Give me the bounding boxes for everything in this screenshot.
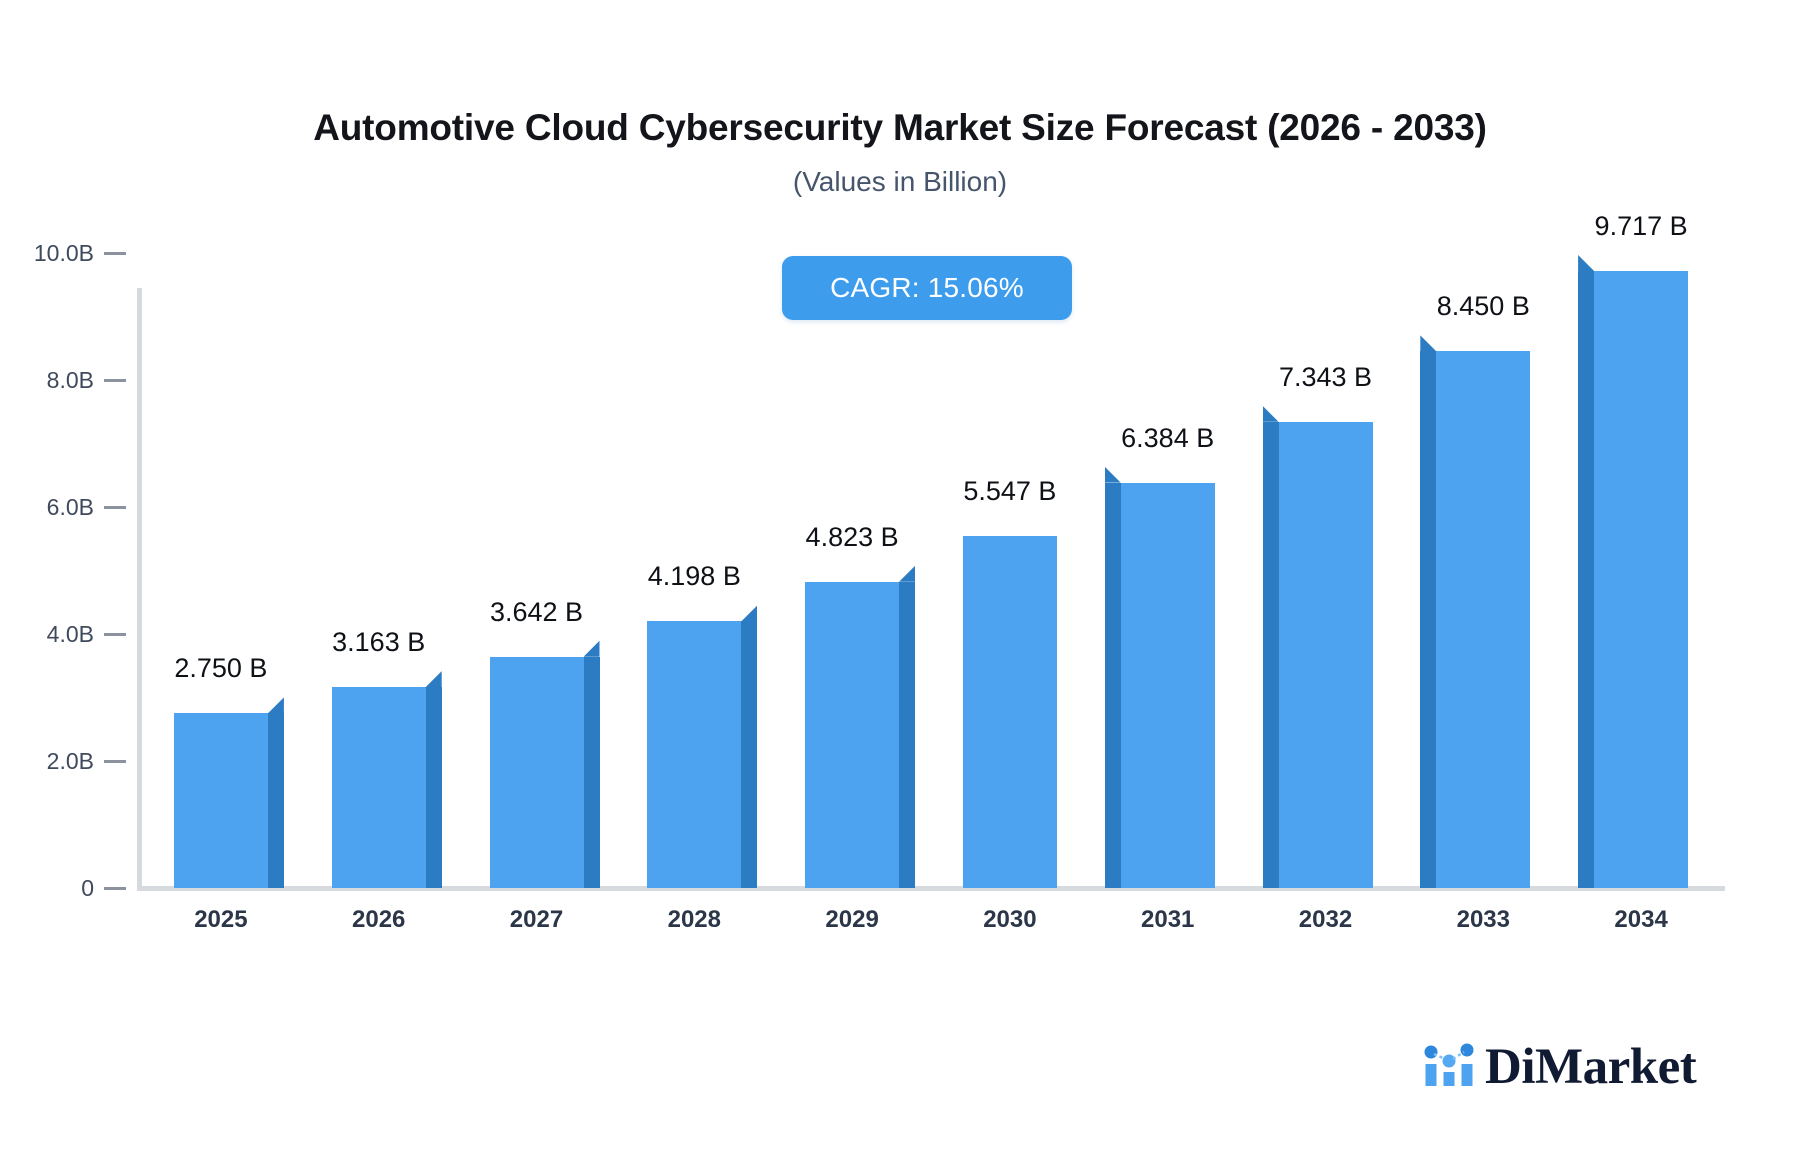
bar-front-face [1594,270,1689,888]
bar-chart-dots-icon [1424,1042,1474,1093]
bar-side-face [583,656,600,888]
bar-top-face [741,605,758,622]
x-axis-tick-label: 2033 [1456,906,1510,933]
y-axis-tick: 10.0B [0,240,140,266]
bar-side-face [425,687,442,888]
y-axis-tick-label: 8.0B [46,367,94,393]
bar-side-face [899,581,916,888]
bar-top-face [899,565,916,582]
bar[interactable] [1262,405,1373,888]
x-axis-tick-label: 2030 [983,906,1037,933]
bar-side-face [1420,351,1437,888]
y-axis-tick: 0 [0,875,140,901]
bar-top-face [1578,254,1595,271]
logo-text: DiMarket [1485,1039,1697,1095]
bar[interactable] [947,520,1057,888]
bar-side-face [267,713,284,888]
bar-top-face [1420,335,1437,352]
y-axis-tick: 4.0B [0,621,140,647]
bar-value-label: 4.823 B [805,521,899,552]
y-axis-tick-label: 4.0B [46,621,94,647]
bar-front-face [1120,482,1215,888]
x-axis-tick-label: 2027 [509,906,564,933]
bar-front-face [1436,351,1531,888]
bar-front-face [962,535,1057,888]
bar-front-face [647,621,742,888]
x-axis-tick-label: 2029 [825,906,879,933]
bar-top-face [1104,466,1121,483]
y-axis-tick-mark [104,887,126,890]
bar-top-face [267,697,284,714]
y-axis-tick-mark [104,506,126,509]
y-axis-tick-mark [104,252,126,255]
bar-value-label: 4.198 B [647,561,741,592]
bar-value-label: 3.642 B [489,596,584,627]
cagr-badge: CAGR: 15.06% [782,256,1072,320]
y-axis-tick-label: 10.0B [33,240,94,266]
bar[interactable] [173,697,284,888]
dimarket-logo: DiMarket [1424,1039,1697,1095]
bar-front-face [331,687,426,888]
y-axis-tick-mark [104,760,126,763]
y-axis-tick-mark [104,379,126,382]
x-axis-line [137,886,1725,891]
title-block: Automotive Cloud Cybersecurity Market Si… [0,107,1800,197]
bar-value-label: 8.450 B [1436,291,1530,322]
x-axis-tick-label: 2026 [351,906,406,933]
bar[interactable] [1420,335,1531,888]
y-axis-tick: 8.0B [0,367,140,393]
bar-value-label: 5.547 B [963,475,1057,506]
y-axis-tick-label: 0 [81,875,94,901]
y-axis-tick: 2.0B [0,748,140,774]
x-axis-tick-label: 2031 [1140,906,1195,933]
y-axis-tick-label: 6.0B [46,494,94,520]
bar-top-face [425,671,442,688]
bar-value-label: 9.717 B [1594,210,1688,241]
bar[interactable] [1578,254,1689,888]
bar-side-face [741,621,758,888]
y-axis-tick-mark [104,633,126,636]
bar[interactable] [647,605,758,888]
y-axis-tick-label: 2.0B [46,748,94,774]
x-axis-tick-label: 2032 [1298,906,1353,933]
bar-front-face [489,656,584,888]
bar-value-label: 6.384 B [1121,422,1215,453]
bar-side-face [1262,421,1279,888]
x-axis-tick-label: 2025 [194,906,248,933]
bar-top-face [1262,405,1279,422]
bar-value-label: 7.343 B [1278,361,1373,392]
bar-front-face [805,581,900,888]
bar-top-face [583,640,600,657]
chart-subtitle: (Values in Billion) [792,165,1008,197]
bar-side-face [1578,270,1595,888]
bar[interactable] [805,565,916,888]
bar-side-face [1104,482,1121,888]
y-axis-line [137,288,142,890]
bar[interactable] [489,640,600,888]
bar[interactable] [331,671,442,888]
bar-front-face [1278,421,1373,888]
x-axis-tick-label: 2028 [667,906,721,933]
bar-front-face [173,713,268,888]
bar-value-label: 2.750 B [174,653,268,684]
bar-value-label: 3.163 B [332,627,426,658]
page-title: Automotive Cloud Cybersecurity Market Si… [313,107,1487,148]
bar[interactable] [1104,466,1215,888]
x-axis-tick-label: 2034 [1614,906,1668,933]
y-axis-tick: 6.0B [0,494,140,520]
